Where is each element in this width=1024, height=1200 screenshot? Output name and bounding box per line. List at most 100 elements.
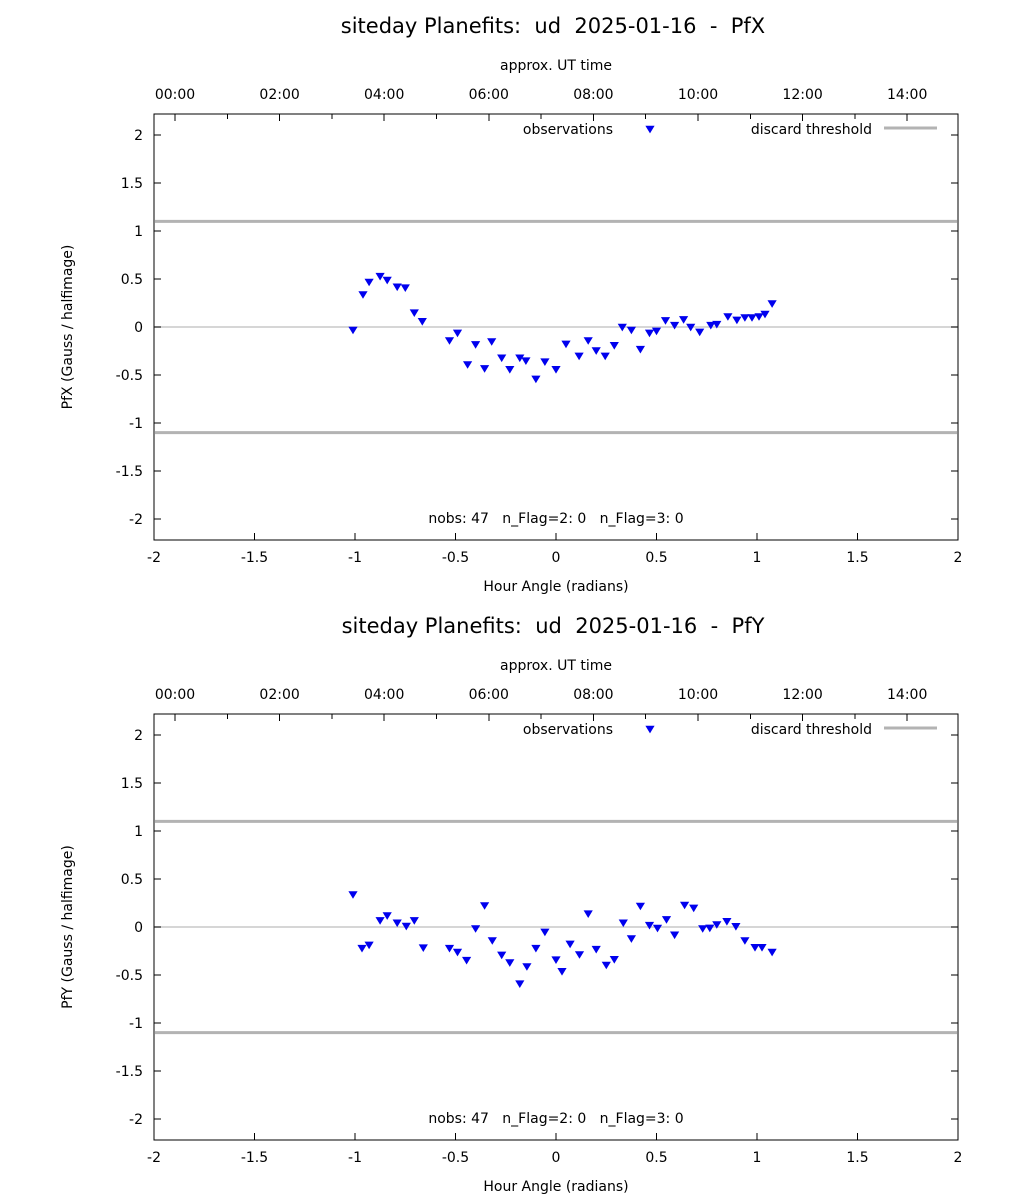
stats-text: nobs: 47 n_Flag=2: 0 n_Flag=3: 0 bbox=[428, 511, 683, 527]
ut-tick-label: 10:00 bbox=[678, 87, 718, 103]
data-point bbox=[661, 916, 672, 924]
x-tick-label: -1.5 bbox=[241, 1150, 268, 1166]
ut-tick-label: 06:00 bbox=[469, 87, 509, 103]
y-tick-label: -0.5 bbox=[116, 968, 143, 984]
data-point bbox=[392, 919, 402, 928]
x-tick-label: 2 bbox=[954, 1150, 963, 1166]
y-tick-label: -0.5 bbox=[116, 368, 143, 384]
data-point bbox=[515, 354, 525, 363]
x-tick-label: 1.5 bbox=[846, 1150, 868, 1166]
data-point bbox=[375, 272, 385, 281]
data-point bbox=[561, 340, 571, 349]
data-point bbox=[754, 313, 764, 321]
data-point bbox=[540, 928, 550, 937]
data-point bbox=[652, 924, 663, 933]
data-point bbox=[679, 316, 689, 324]
data-point bbox=[444, 337, 455, 345]
data-point bbox=[364, 278, 374, 287]
y-tick-label: 1 bbox=[134, 824, 143, 840]
chart-pfy: siteday Planefits: ud 2025-01-16 - PfY ap… bbox=[0, 600, 1024, 1200]
data-point bbox=[609, 956, 619, 964]
data-point bbox=[392, 283, 402, 292]
data-point bbox=[618, 919, 628, 928]
data-point bbox=[522, 963, 532, 971]
x-tick-label: -1.5 bbox=[241, 550, 268, 566]
observations-series bbox=[348, 891, 777, 988]
data-point bbox=[712, 921, 722, 929]
ut-tick-label: 04:00 bbox=[364, 687, 404, 703]
chart-title: siteday Planefits: ud 2025-01-16 - PfY bbox=[342, 614, 765, 638]
data-point bbox=[760, 310, 770, 319]
y-tick-label: 1.5 bbox=[121, 176, 143, 192]
x-tick-label: 0.5 bbox=[645, 550, 667, 566]
data-point bbox=[686, 323, 696, 332]
data-point bbox=[557, 968, 567, 976]
x-tick-label: -1 bbox=[348, 550, 362, 566]
y-tick-label: 1.5 bbox=[121, 776, 143, 792]
data-point bbox=[767, 300, 777, 308]
data-point bbox=[471, 925, 481, 933]
data-point bbox=[358, 291, 368, 299]
x-tick-label: 2 bbox=[954, 550, 963, 566]
ut-tick-label: 14:00 bbox=[887, 687, 927, 703]
ut-tick-label: 04:00 bbox=[364, 87, 404, 103]
data-point bbox=[609, 342, 619, 350]
y-tick-label: 2 bbox=[134, 128, 143, 144]
ut-tick-label: 12:00 bbox=[782, 687, 822, 703]
data-point bbox=[757, 944, 767, 952]
data-point bbox=[409, 917, 419, 925]
data-point bbox=[401, 922, 411, 931]
ut-tick-label: 02:00 bbox=[259, 87, 299, 103]
data-point bbox=[409, 309, 419, 317]
data-point bbox=[400, 284, 410, 292]
x-tick-label: -0.5 bbox=[442, 550, 469, 566]
data-point bbox=[695, 328, 705, 337]
data-point bbox=[487, 338, 497, 346]
y-tick-label: -2 bbox=[129, 512, 143, 528]
data-point bbox=[660, 317, 671, 325]
data-point bbox=[551, 956, 561, 964]
x-tick-label: -2 bbox=[147, 550, 161, 566]
data-point bbox=[505, 366, 515, 374]
data-point bbox=[364, 941, 374, 950]
legend-triangle-marker-icon bbox=[645, 725, 655, 734]
x-axis-title: Hour Angle (radians) bbox=[483, 579, 628, 595]
data-point bbox=[515, 980, 525, 988]
data-point bbox=[651, 327, 662, 336]
x-tick-label: -0.5 bbox=[442, 1150, 469, 1166]
x-tick-label: 1 bbox=[753, 550, 762, 566]
data-point bbox=[767, 948, 777, 957]
plot-canvas-1: siteday Planefits: ud 2025-01-16 - PfY ap… bbox=[60, 614, 963, 1195]
x-axis-title: Hour Angle (radians) bbox=[483, 1179, 628, 1195]
data-point bbox=[747, 314, 757, 322]
data-point bbox=[480, 365, 490, 373]
x-tick-label: 0 bbox=[552, 1150, 561, 1166]
data-point bbox=[444, 944, 455, 953]
y-tick-label: 0 bbox=[134, 920, 143, 936]
data-point bbox=[418, 944, 428, 952]
data-point bbox=[463, 361, 473, 369]
data-point bbox=[497, 354, 507, 363]
data-point bbox=[706, 321, 716, 330]
data-point bbox=[617, 323, 627, 332]
data-point bbox=[348, 326, 358, 335]
data-point bbox=[680, 901, 690, 910]
y-axis-title: PfX (Gauss / halfimage) bbox=[60, 245, 76, 410]
data-point bbox=[348, 891, 358, 899]
y-tick-label: -1.5 bbox=[116, 1064, 143, 1080]
x-tick-label: -1 bbox=[348, 1150, 362, 1166]
data-point bbox=[723, 313, 733, 321]
data-point bbox=[712, 320, 722, 329]
data-point bbox=[705, 924, 715, 933]
y-tick-label: 0.5 bbox=[121, 272, 143, 288]
legend-triangle-marker-icon bbox=[645, 125, 655, 134]
data-point bbox=[505, 959, 515, 967]
chart-pfx: siteday Planefits: ud 2025-01-16 - PfX ap… bbox=[60, 14, 963, 595]
data-point bbox=[452, 948, 463, 957]
ut-tick-label: 06:00 bbox=[469, 687, 509, 703]
data-point bbox=[531, 375, 541, 384]
plot-canvas-0: siteday Planefits: ud 2025-01-16 - PfX ap… bbox=[60, 14, 963, 595]
data-point bbox=[574, 951, 585, 959]
data-point bbox=[497, 951, 507, 960]
